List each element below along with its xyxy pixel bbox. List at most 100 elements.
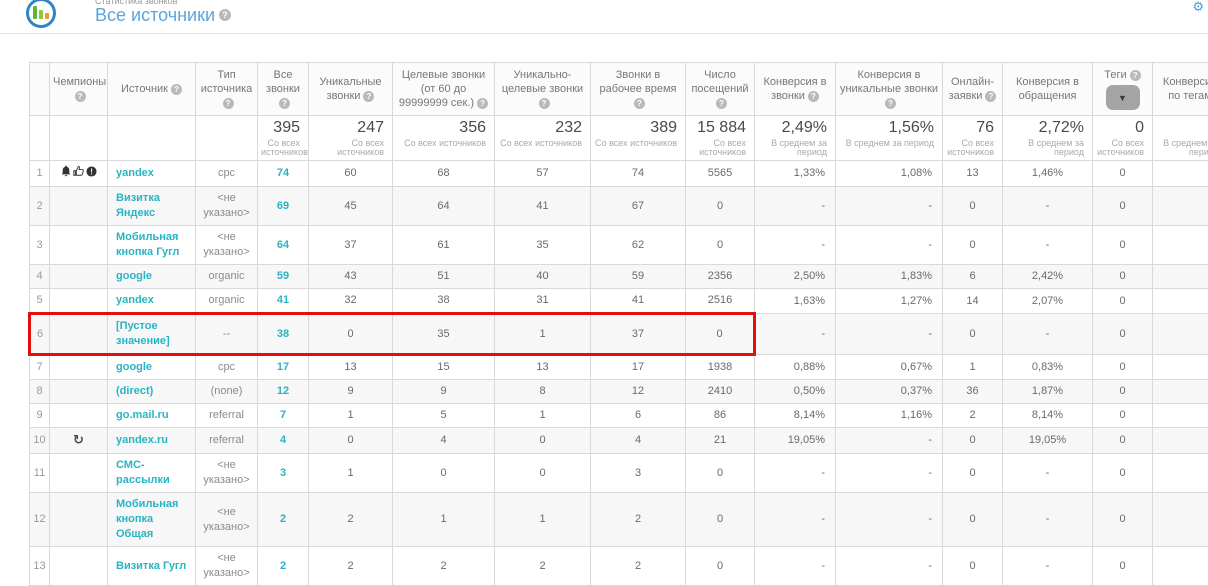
conversion-tags-value: - (1153, 265, 1208, 289)
help-icon[interactable] (477, 98, 488, 109)
unique-target-calls-value: 0 (495, 454, 591, 493)
table-row[interactable]: 13 Визитка Гугл <не указано> 2 2 2 2 2 0… (30, 547, 1208, 586)
source-link[interactable]: Мобильная кнопка Общая (116, 498, 178, 540)
col-header-working-hours-calls: Звонки в рабочее время (591, 63, 686, 116)
row-number: 4 (30, 265, 50, 289)
all-calls-value[interactable]: 41 (258, 289, 309, 314)
target-calls-value: 51 (393, 265, 495, 289)
source-link[interactable]: (direct) (116, 385, 153, 397)
help-icon[interactable] (363, 91, 374, 102)
working-hours-calls-value: 59 (591, 265, 686, 289)
table-row[interactable]: 10 ↻ yandex.ru referral 4 0 4 0 4 21 19,… (30, 428, 1208, 454)
all-calls-value[interactable]: 17 (258, 355, 309, 380)
all-calls-value[interactable]: 59 (258, 265, 309, 289)
working-hours-calls-value: 12 (591, 380, 686, 404)
all-calls-value[interactable]: 64 (258, 226, 309, 265)
all-calls-value[interactable]: 74 (258, 161, 309, 187)
unique-calls-value: 2 (309, 547, 393, 586)
source-link[interactable]: Мобильная кнопка Гугл (116, 231, 179, 258)
source-type-value: <не указано> (196, 493, 258, 547)
sync-icon[interactable]: ↻ (73, 432, 84, 449)
help-icon[interactable] (716, 98, 727, 109)
unique-target-calls-value: 2 (495, 547, 591, 586)
target-calls-value: 9 (393, 380, 495, 404)
visits-value: 0 (686, 226, 755, 265)
visits-value: 21 (686, 428, 755, 454)
help-icon[interactable] (171, 84, 182, 95)
source-link[interactable]: google (116, 361, 152, 373)
help-icon[interactable] (539, 98, 550, 109)
source-link[interactable]: yandex (116, 294, 154, 306)
working-hours-calls-value: 37 (591, 314, 686, 355)
help-icon[interactable] (75, 91, 86, 102)
table-row[interactable]: 11 СМС-рассылки <не указано> 3 1 0 0 3 0… (30, 454, 1208, 493)
help-icon[interactable] (223, 98, 234, 109)
all-calls-value[interactable]: 2 (258, 547, 309, 586)
conversion-appeals-value: 2,07% (1003, 289, 1093, 314)
source-link[interactable]: [Пустое значение] (116, 320, 170, 347)
source-link[interactable]: Визитка Яндекс (116, 192, 160, 219)
bell-icon[interactable] (61, 165, 71, 182)
table-row[interactable]: 1 ! yandex cpc 74 60 68 57 74 5565 1,33%… (30, 161, 1208, 187)
table-row[interactable]: 7 google cpc 17 13 15 13 17 1938 0,88% 0… (30, 355, 1208, 380)
online-leads-value: 1 (943, 355, 1003, 380)
all-calls-value[interactable]: 3 (258, 454, 309, 493)
conversion-unique-value: - (836, 428, 943, 454)
table-row[interactable]: 6 [Пустое значение] -- 38 0 35 1 37 0 - … (30, 314, 1208, 355)
table-row[interactable]: 5 yandex organic 41 32 38 31 41 2516 1,6… (30, 289, 1208, 314)
source-link[interactable]: yandex.ru (116, 434, 168, 446)
source-link[interactable]: google (116, 270, 152, 282)
help-icon[interactable] (885, 98, 896, 109)
all-calls-value[interactable]: 69 (258, 187, 309, 226)
tags-dropdown-button[interactable] (1106, 85, 1140, 110)
table-row[interactable]: 8 (direct) (none) 12 9 9 8 12 2410 0,50%… (30, 380, 1208, 404)
help-icon[interactable] (985, 91, 996, 102)
conversion-calls-value: 0,88% (755, 355, 836, 380)
all-calls-value[interactable]: 38 (258, 314, 309, 355)
table-row[interactable]: 9 go.mail.ru referral 7 1 5 1 6 86 8,14%… (30, 404, 1208, 428)
alert-icon[interactable]: ! (86, 166, 97, 182)
tags-value: 0 (1093, 314, 1153, 355)
conversion-unique-value: - (836, 493, 943, 547)
total-conversion-tags: -В среднем за период (1153, 116, 1208, 161)
conversion-unique-value: 1,27% (836, 289, 943, 314)
working-hours-calls-value: 4 (591, 428, 686, 454)
help-icon[interactable] (279, 98, 290, 109)
help-icon[interactable] (1130, 70, 1141, 81)
champions-cell (50, 547, 108, 586)
source-link[interactable]: yandex (116, 167, 154, 179)
online-leads-value: 2 (943, 404, 1003, 428)
all-calls-value[interactable]: 12 (258, 380, 309, 404)
source-link[interactable]: СМС-рассылки (116, 459, 170, 486)
visits-value: 0 (686, 454, 755, 493)
unique-calls-value: 0 (309, 314, 393, 355)
help-icon[interactable] (634, 98, 645, 109)
table-row[interactable]: 3 Мобильная кнопка Гугл <не указано> 64 … (30, 226, 1208, 265)
all-calls-value[interactable]: 7 (258, 404, 309, 428)
visits-value: 5565 (686, 161, 755, 187)
logo-bar-orange (45, 13, 49, 19)
help-icon[interactable] (808, 91, 819, 102)
thumbs-up-icon[interactable] (73, 165, 84, 182)
table-row[interactable]: 2 Визитка Яндекс <не указано> 69 45 64 4… (30, 187, 1208, 226)
source-link[interactable]: Визитка Гугл (116, 560, 186, 572)
conversion-unique-value: 0,67% (836, 355, 943, 380)
source-link[interactable]: go.mail.ru (116, 409, 169, 421)
conversion-unique-value: 1,08% (836, 161, 943, 187)
table-row[interactable]: 12 Мобильная кнопка Общая <не указано> 2… (30, 493, 1208, 547)
working-hours-calls-value: 62 (591, 226, 686, 265)
table-row[interactable]: 4 google organic 59 43 51 40 59 2356 2,5… (30, 265, 1208, 289)
champions-cell: ↻ (50, 428, 108, 454)
col-header-unique-target-calls: Уникально-целевые звонки (495, 63, 591, 116)
gear-icon[interactable]: ⚙ (1192, 0, 1204, 14)
all-calls-value[interactable]: 4 (258, 428, 309, 454)
champions-cell (50, 454, 108, 493)
row-number: 7 (30, 355, 50, 380)
help-icon[interactable] (219, 9, 231, 21)
working-hours-calls-value: 2 (591, 493, 686, 547)
source-type-value: <не указано> (196, 454, 258, 493)
unique-target-calls-value: 57 (495, 161, 591, 187)
all-calls-value[interactable]: 2 (258, 493, 309, 547)
